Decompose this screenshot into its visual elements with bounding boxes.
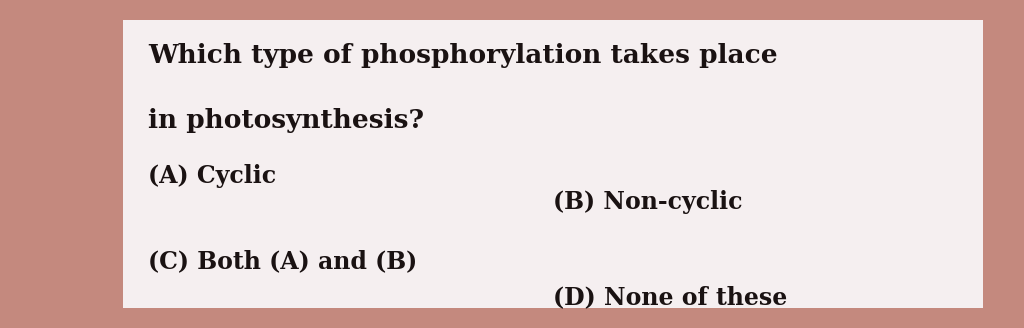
Text: (C) Both (A) and (B): (C) Both (A) and (B) <box>148 249 418 273</box>
Text: (B) Non-cyclic: (B) Non-cyclic <box>553 190 742 214</box>
Text: in photosynthesis?: in photosynthesis? <box>148 108 425 133</box>
FancyBboxPatch shape <box>123 20 983 308</box>
Text: (D) None of these: (D) None of these <box>553 285 787 309</box>
Text: (A) Cyclic: (A) Cyclic <box>148 164 276 188</box>
Text: Which type of phosphorylation takes place: Which type of phosphorylation takes plac… <box>148 43 778 68</box>
